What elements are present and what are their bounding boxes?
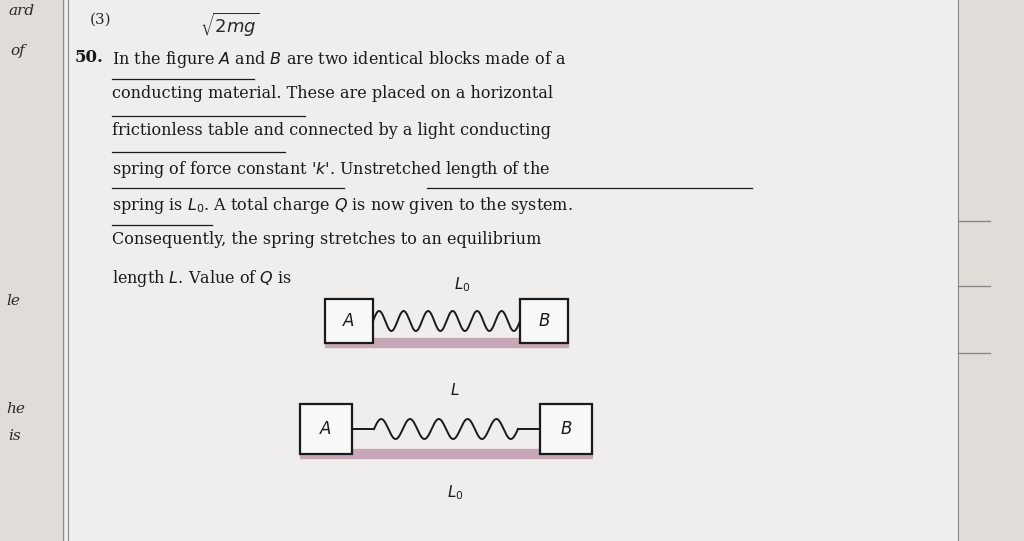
- Text: spring of force constant '$k$'. Unstretched length of the: spring of force constant '$k$'. Unstretc…: [112, 159, 550, 180]
- Text: $L_0$: $L_0$: [446, 483, 463, 502]
- Text: $L$: $L$: [451, 382, 460, 398]
- Text: $A$: $A$: [319, 420, 333, 438]
- Text: le: le: [6, 294, 19, 308]
- FancyBboxPatch shape: [325, 299, 373, 343]
- Text: $\sqrt{2mg}$: $\sqrt{2mg}$: [200, 11, 259, 39]
- Text: he: he: [6, 402, 25, 416]
- Text: length $L$. Value of $Q$ is: length $L$. Value of $Q$ is: [112, 268, 292, 289]
- FancyBboxPatch shape: [958, 0, 1024, 541]
- Text: $B$: $B$: [560, 420, 572, 438]
- FancyBboxPatch shape: [325, 338, 568, 347]
- Text: of: of: [10, 44, 25, 58]
- FancyBboxPatch shape: [300, 404, 352, 454]
- Text: $A$: $A$: [342, 313, 355, 329]
- Text: frictionless table and connected by a light conducting: frictionless table and connected by a li…: [112, 122, 551, 139]
- Text: spring is $L_0$. A total charge $Q$ is now given to the system.: spring is $L_0$. A total charge $Q$ is n…: [112, 195, 572, 216]
- FancyBboxPatch shape: [65, 0, 965, 541]
- FancyBboxPatch shape: [300, 449, 592, 458]
- FancyBboxPatch shape: [0, 0, 65, 541]
- FancyBboxPatch shape: [520, 299, 568, 343]
- FancyBboxPatch shape: [540, 404, 592, 454]
- Text: ard: ard: [8, 4, 34, 18]
- Text: is: is: [8, 429, 20, 443]
- Text: In the figure $A$ and $B$ are two identical blocks made of a: In the figure $A$ and $B$ are two identi…: [112, 49, 566, 70]
- Text: Consequently, the spring stretches to an equilibrium: Consequently, the spring stretches to an…: [112, 232, 542, 248]
- Text: 50.: 50.: [75, 49, 103, 66]
- Text: $L_0$: $L_0$: [454, 275, 470, 294]
- Text: $B$: $B$: [538, 313, 550, 329]
- Text: (3): (3): [90, 13, 112, 27]
- Text: conducting material. These are placed on a horizontal: conducting material. These are placed on…: [112, 85, 553, 102]
